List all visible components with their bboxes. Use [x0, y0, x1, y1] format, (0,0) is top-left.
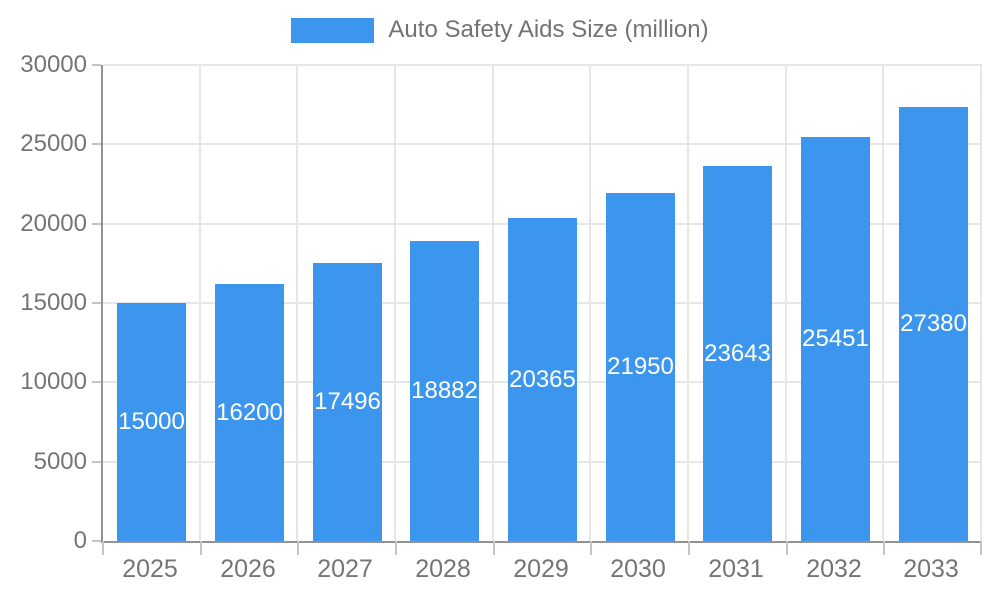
bar-value-label: 16200	[216, 398, 283, 426]
bar: 25451	[801, 137, 870, 541]
y-axis-tick	[92, 302, 101, 304]
bar-value-label: 20365	[509, 365, 576, 393]
x-axis-tick	[786, 541, 788, 555]
x-axis-tick	[395, 541, 397, 555]
x-axis-tick	[688, 541, 690, 555]
vertical-gridline	[394, 65, 396, 541]
y-axis-tick	[92, 381, 101, 384]
bar: 18882	[410, 241, 479, 541]
vertical-gridline	[785, 65, 787, 541]
bar: 17496	[313, 263, 382, 541]
y-axis-tick-label: 25000	[20, 130, 87, 158]
bar-value-label: 21950	[607, 353, 674, 380]
x-axis-tick-label: 2029	[513, 555, 569, 583]
horizontal-gridline	[103, 143, 982, 146]
y-axis-tick-label: 20000	[20, 209, 87, 237]
vertical-gridline	[589, 65, 591, 541]
x-axis-tick-label: 2026	[220, 555, 276, 583]
y-axis-tick	[92, 222, 101, 225]
legend-swatch	[291, 17, 375, 43]
x-axis-tick-label: 2030	[610, 555, 666, 583]
bar: 27380	[899, 107, 968, 541]
x-axis-tick-label: 2027	[317, 555, 373, 583]
y-axis-tick-label: 10000	[20, 368, 87, 396]
bar: 20365	[508, 218, 577, 541]
y-axis-tick-label: 0	[73, 527, 87, 554]
y-axis-tick-label: 5000	[33, 447, 87, 475]
y-axis-tick	[92, 143, 101, 146]
horizontal-gridline	[103, 64, 982, 66]
vertical-gridline	[882, 65, 884, 541]
plot-area: 15000 16200 17496 18882 20365 21950 23643 25451…	[92, 64, 982, 555]
x-axis-tick-label: 2031	[708, 555, 764, 583]
x-axis-tick-label: 2033	[903, 555, 959, 583]
y-axis-tick-label: 15000	[20, 289, 87, 316]
x-axis-tick-label: 2028	[415, 555, 471, 583]
bar-value-label: 25451	[802, 325, 869, 352]
bar: 21950	[606, 193, 675, 541]
bar: 16200	[215, 284, 284, 541]
vertical-gridline	[199, 65, 201, 541]
x-axis-tick	[883, 541, 885, 555]
bar-value-label: 15000	[118, 408, 185, 435]
bar: 23643	[703, 166, 772, 541]
vertical-gridline	[980, 65, 982, 541]
y-axis-tick	[92, 460, 101, 463]
y-axis-tick	[92, 64, 101, 66]
bar-value-label: 23643	[704, 339, 771, 367]
x-axis-tick	[980, 541, 982, 555]
vertical-gridline	[687, 65, 689, 541]
bar-value-label: 18882	[411, 377, 478, 404]
x-axis-tick	[200, 541, 202, 555]
bar-value-label: 27380	[900, 310, 967, 337]
x-axis-tick-label: 2032	[806, 555, 862, 583]
x-axis-labels: 2025 2026 2027 2028 2029 2030 2031 2032 2033	[101, 557, 980, 587]
x-axis-tick	[102, 541, 104, 555]
x-axis-tick-label: 2025	[122, 555, 178, 583]
y-axis-tick	[92, 540, 101, 542]
y-axis-tick-label: 30000	[20, 51, 87, 78]
bar: 15000	[117, 303, 186, 541]
bar-value-label: 17496	[314, 388, 381, 415]
legend: Auto Safety Aids Size (million)	[0, 16, 1000, 44]
vertical-gridline	[296, 65, 298, 541]
x-axis-tick	[297, 541, 299, 555]
y-axis-labels: 0 5000 10000 15000 20000 25000 30000	[0, 53, 87, 553]
vertical-gridline	[492, 65, 494, 541]
x-axis-tick	[590, 541, 592, 555]
x-axis-tick	[493, 541, 495, 555]
legend-label: Auto Safety Aids Size (million)	[388, 16, 709, 43]
